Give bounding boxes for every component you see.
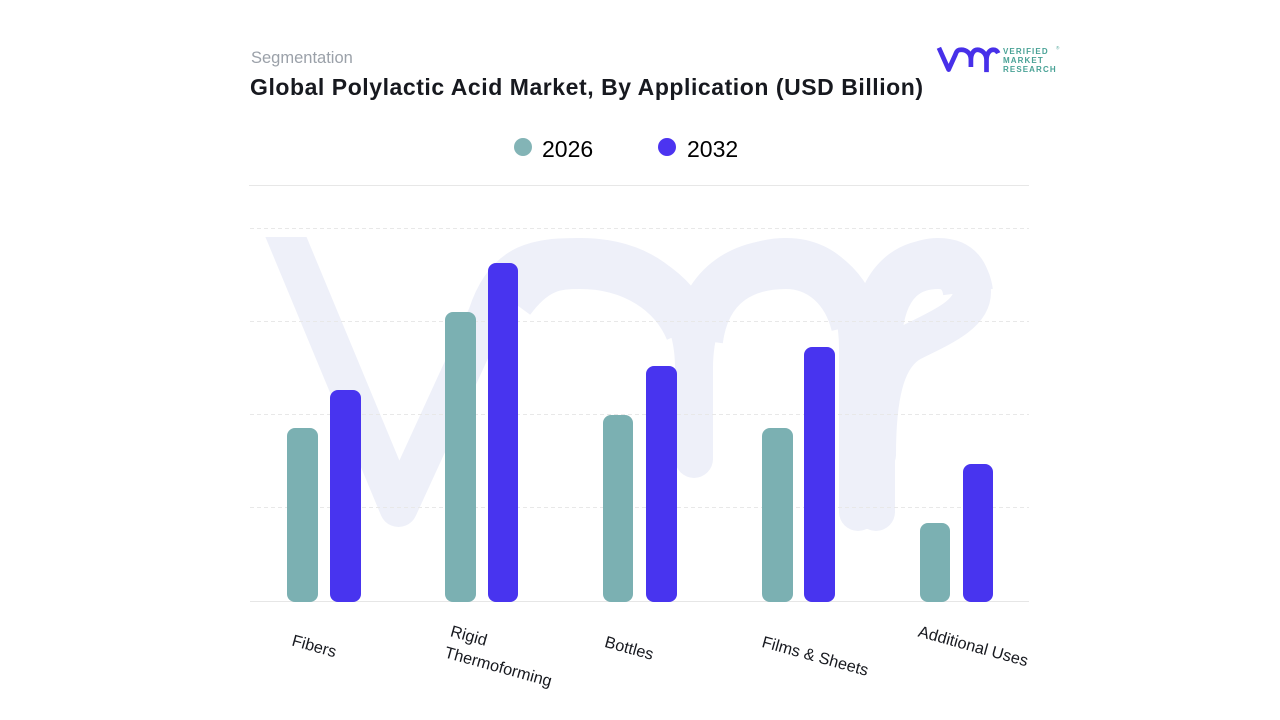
svg-text:®: ® <box>1056 45 1060 51</box>
svg-text:VERIFIED: VERIFIED <box>1003 47 1049 56</box>
svg-text:MARKET: MARKET <box>1003 56 1044 65</box>
svg-text:RESEARCH: RESEARCH <box>1003 65 1057 74</box>
